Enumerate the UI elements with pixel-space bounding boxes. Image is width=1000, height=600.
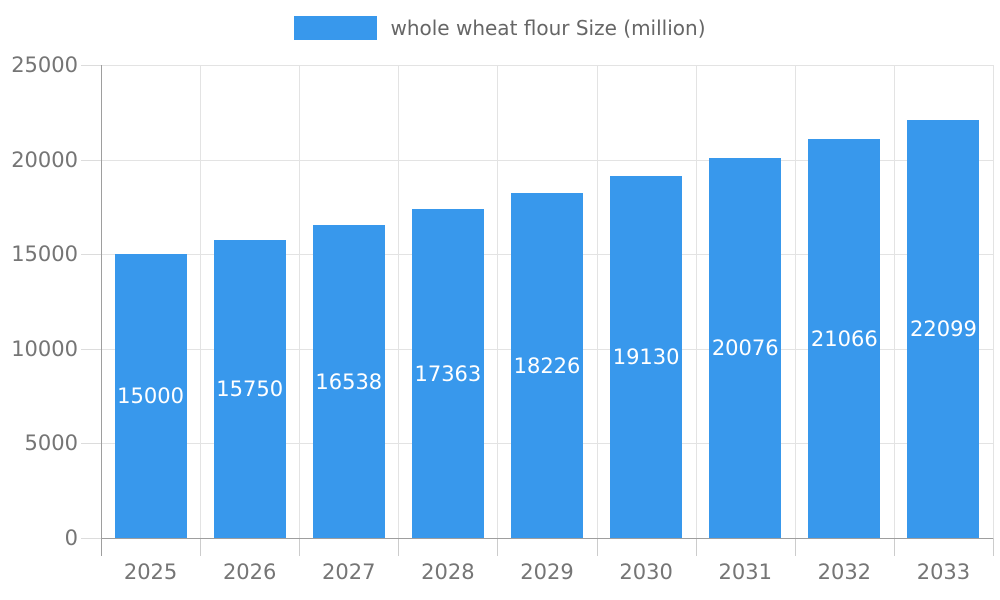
bar-2031[interactable]: 20076 bbox=[709, 158, 782, 538]
bar-value-label: 21066 bbox=[810, 326, 878, 351]
x-axis-tick bbox=[299, 538, 301, 556]
bar-value-label: 15750 bbox=[216, 376, 284, 401]
gridline-horizontal bbox=[101, 159, 993, 161]
x-tick-label: 2030 bbox=[619, 560, 673, 584]
y-tick-label: 10000 bbox=[11, 336, 78, 361]
gridline-vertical bbox=[893, 65, 895, 538]
legend-label: whole wheat flour Size (million) bbox=[390, 16, 706, 40]
x-axis-tick bbox=[497, 538, 499, 556]
bar-value-label: 18226 bbox=[513, 353, 581, 378]
gridline-horizontal bbox=[101, 65, 993, 66]
bar-2032[interactable]: 21066 bbox=[808, 139, 881, 538]
gridline-vertical bbox=[299, 65, 301, 538]
bar-2029[interactable]: 18226 bbox=[511, 193, 583, 538]
gridline-vertical bbox=[794, 65, 796, 538]
gridline-vertical bbox=[398, 65, 400, 538]
bar-2028[interactable]: 17363 bbox=[411, 209, 484, 538]
x-tick-label: 2033 bbox=[916, 560, 971, 584]
gridline-vertical bbox=[695, 65, 697, 538]
y-tick-label: 0 bbox=[64, 526, 78, 550]
x-tick-label: 2026 bbox=[222, 560, 277, 584]
y-axis-tick bbox=[81, 443, 101, 445]
gridline-vertical bbox=[596, 65, 598, 538]
x-axis-tick bbox=[993, 538, 994, 556]
x-axis-tick bbox=[200, 538, 202, 556]
bar-2025[interactable]: 15000 bbox=[114, 254, 187, 538]
bar-2030[interactable]: 19130 bbox=[610, 176, 683, 538]
bar-value-label: 16538 bbox=[315, 369, 383, 394]
y-axis-tick bbox=[81, 254, 101, 256]
bar-value-label: 20076 bbox=[711, 336, 779, 361]
y-axis-tick bbox=[81, 65, 101, 66]
x-tick-label: 2025 bbox=[123, 560, 178, 584]
x-axis-tick bbox=[695, 538, 697, 556]
x-tick-label: 2027 bbox=[322, 560, 376, 584]
legend[interactable]: whole wheat flour Size (million) bbox=[0, 16, 1000, 40]
bar-value-label: 15000 bbox=[117, 384, 184, 409]
x-axis-tick bbox=[893, 538, 895, 556]
y-axis-tick bbox=[81, 538, 101, 539]
x-axis-tick bbox=[596, 538, 598, 556]
y-tick-label: 15000 bbox=[11, 242, 78, 267]
x-axis-line bbox=[101, 538, 993, 539]
y-tick-label: 20000 bbox=[11, 147, 78, 172]
gridline-vertical bbox=[497, 65, 499, 538]
bar-value-label: 19130 bbox=[612, 345, 680, 370]
bar-value-label: 22099 bbox=[910, 316, 977, 341]
bar-2033[interactable]: 22099 bbox=[907, 119, 980, 538]
bar-value-label: 17363 bbox=[414, 361, 482, 386]
gridline-vertical bbox=[200, 65, 202, 538]
bar-2027[interactable]: 16538 bbox=[312, 225, 385, 538]
gridline-vertical bbox=[993, 65, 994, 538]
x-tick-label: 2028 bbox=[421, 560, 475, 584]
y-axis-line bbox=[101, 65, 102, 556]
x-axis-tick bbox=[794, 538, 796, 556]
y-tick-label: 5000 bbox=[24, 431, 78, 456]
y-axis-tick bbox=[81, 159, 101, 161]
x-tick-label: 2029 bbox=[520, 560, 574, 584]
bar-2026[interactable]: 15750 bbox=[213, 240, 286, 538]
legend-swatch-icon bbox=[294, 16, 378, 40]
y-axis-tick bbox=[81, 348, 101, 350]
y-tick-label: 25000 bbox=[11, 53, 78, 77]
x-tick-label: 2031 bbox=[718, 560, 772, 584]
x-axis-tick bbox=[398, 538, 400, 556]
x-tick-label: 2032 bbox=[817, 560, 872, 584]
